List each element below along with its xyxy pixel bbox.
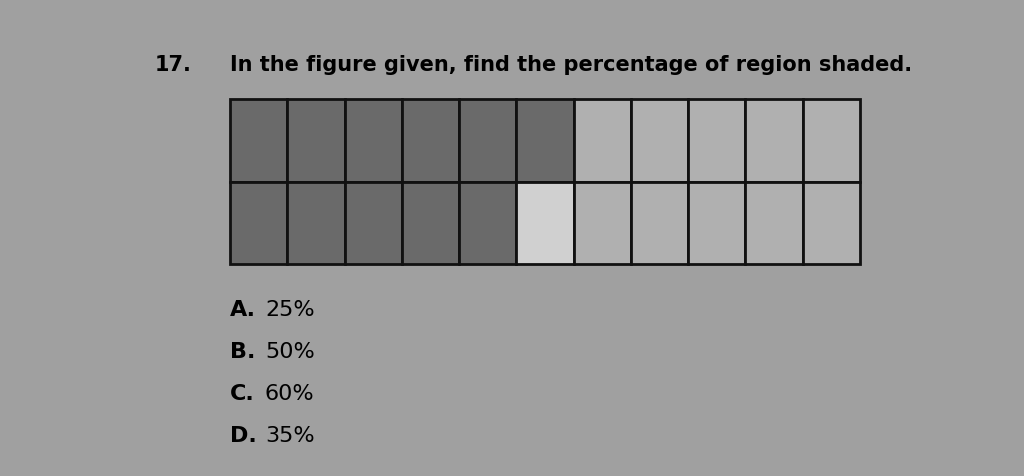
Bar (344, 182, 401, 265)
Text: 17.: 17. (155, 55, 191, 75)
Bar (688, 100, 745, 182)
Bar (803, 100, 860, 182)
Bar (230, 182, 288, 265)
Bar (401, 182, 459, 265)
Text: In the figure given, find the percentage of region shaded.: In the figure given, find the percentage… (230, 55, 912, 75)
Bar (631, 100, 688, 182)
Text: A.: A. (230, 299, 256, 319)
Bar (344, 100, 401, 182)
Bar (516, 182, 573, 265)
Bar (288, 100, 344, 182)
Text: 50%: 50% (265, 341, 314, 361)
Text: B.: B. (230, 341, 255, 361)
Bar (230, 100, 288, 182)
Bar (516, 100, 573, 182)
Bar (573, 182, 631, 265)
Bar (688, 182, 745, 265)
Text: 60%: 60% (265, 383, 314, 403)
Text: C.: C. (230, 383, 255, 403)
Bar (745, 182, 803, 265)
Text: 35%: 35% (265, 425, 314, 445)
Bar (631, 182, 688, 265)
Bar (745, 100, 803, 182)
Bar (401, 100, 459, 182)
Bar (459, 182, 516, 265)
Bar (459, 100, 516, 182)
Bar (573, 100, 631, 182)
Bar (288, 182, 344, 265)
Bar (803, 182, 860, 265)
Text: D.: D. (230, 425, 257, 445)
Text: 25%: 25% (265, 299, 314, 319)
